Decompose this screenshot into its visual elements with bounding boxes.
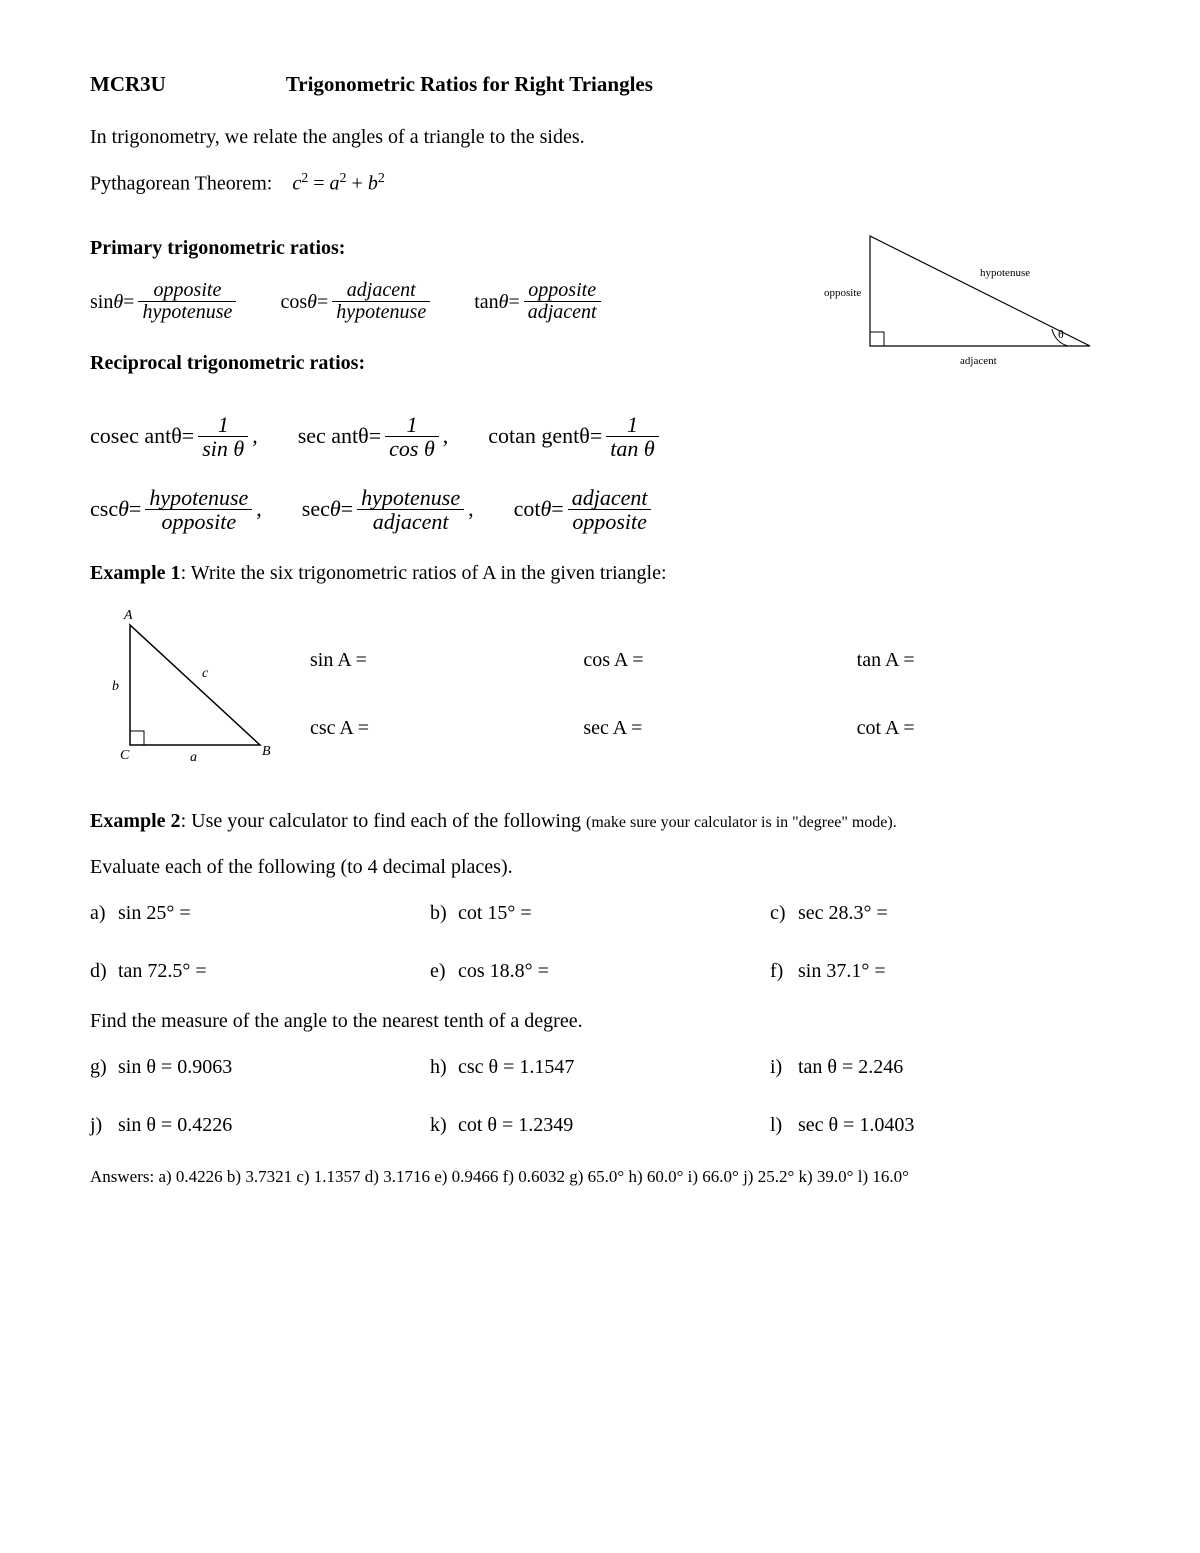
cell-sinA: sin A =: [310, 646, 563, 674]
cell-cotA: cot A =: [857, 714, 1110, 742]
ratio-sec: sec θ = hypotenuseadjacent,: [302, 486, 474, 533]
item-f: f)sin 37.1° =: [770, 957, 1110, 985]
def-secant: sec antθ = 1cos θ,: [298, 413, 449, 460]
item-c: c)sec 28.3° =: [770, 899, 1110, 927]
reciprocal-ratios: csc θ = hypotenuseopposite, sec θ = hypo…: [90, 486, 1110, 533]
example1-body: A B C b c a sin A = cos A = tan A = csc …: [90, 605, 1110, 783]
svg-text:B: B: [262, 744, 271, 759]
example1-title: Example 1: Write the six trigonometric r…: [90, 559, 1110, 587]
hypotenuse-label: hypotenuse: [980, 267, 1030, 279]
item-j: j)sin θ = 0.4226: [90, 1111, 430, 1139]
def-cosecant: cosec antθ = 1sin θ,: [90, 413, 258, 460]
cell-cscA: csc A =: [310, 714, 563, 742]
item-l: l)sec θ = 1.0403: [770, 1111, 1110, 1139]
primary-title: Primary trigonometric ratios:: [90, 234, 786, 262]
item-h: h)csc θ = 1.1547: [430, 1053, 770, 1081]
item-a: a)sin 25° =: [90, 899, 430, 927]
ratio-cot: cot θ = adjacentopposite: [514, 486, 656, 533]
example2-part2: g)sin θ = 0.9063 h)csc θ = 1.1547 i)tan …: [90, 1053, 1110, 1139]
answers-line: Answers: a) 0.4226 b) 3.7321 c) 1.1357 d…: [90, 1165, 1110, 1189]
pythag-label: Pythagorean Theorem:: [90, 173, 272, 195]
svg-text:c: c: [202, 666, 209, 681]
opposite-label: opposite: [824, 287, 861, 299]
svg-text:A: A: [123, 608, 133, 623]
ratio-cos: cosθ = adjacenthypotenuse: [280, 280, 434, 323]
item-e: e)cos 18.8° =: [430, 957, 770, 985]
example2-part2-lead: Find the measure of the angle to the nea…: [90, 1007, 1110, 1035]
item-k: k)cot θ = 1.2349: [430, 1111, 770, 1139]
example2-part1-lead: Evaluate each of the following (to 4 dec…: [90, 853, 1110, 881]
cell-cosA: cos A =: [583, 646, 836, 674]
def-cotangent: cotan gentθ = 1tan θ: [488, 413, 662, 460]
pythagorean-theorem: Pythagorean Theorem: c2 = a2 + b2: [90, 169, 1110, 198]
page-title: Trigonometric Ratios for Right Triangles: [286, 70, 653, 99]
svg-text:a: a: [190, 750, 197, 765]
example2-part1: a)sin 25° = b)cot 15° = c)sec 28.3° = d)…: [90, 899, 1110, 985]
triangle-abc: A B C b c a: [90, 605, 280, 783]
ratio-tan: tanθ = oppositeadjacent: [474, 280, 604, 323]
triangle-diagram-labeled: θ opposite hypotenuse adjacent: [810, 216, 1110, 394]
reciprocal-definitions: cosec antθ = 1sin θ, sec antθ = 1cos θ, …: [90, 413, 1110, 460]
item-b: b)cot 15° =: [430, 899, 770, 927]
example1-cells: sin A = cos A = tan A = csc A = sec A = …: [310, 646, 1110, 742]
cell-secA: sec A =: [583, 714, 836, 742]
theta-label: θ: [1058, 327, 1064, 341]
ratio-sin: sinθ = oppositehypotenuse: [90, 280, 240, 323]
svg-text:b: b: [112, 679, 119, 694]
intro-text: In trigonometry, we relate the angles of…: [90, 123, 1110, 151]
item-d: d)tan 72.5° =: [90, 957, 430, 985]
reciprocal-title: Reciprocal trigonometric ratios:: [90, 349, 786, 377]
adjacent-label: adjacent: [960, 355, 997, 367]
svg-text:C: C: [120, 748, 130, 763]
primary-ratios: sinθ = oppositehypotenuse cosθ = adjacen…: [90, 280, 786, 323]
item-i: i)tan θ = 2.246: [770, 1053, 1110, 1081]
course-code: MCR3U: [90, 70, 166, 99]
ratio-csc: csc θ = hypotenuseopposite,: [90, 486, 262, 533]
item-g: g)sin θ = 0.9063: [90, 1053, 430, 1081]
example2-title: Example 2: Use your calculator to find e…: [90, 807, 1110, 835]
page-header: MCR3U Trigonometric Ratios for Right Tri…: [90, 70, 1110, 99]
cell-tanA: tan A =: [857, 646, 1110, 674]
